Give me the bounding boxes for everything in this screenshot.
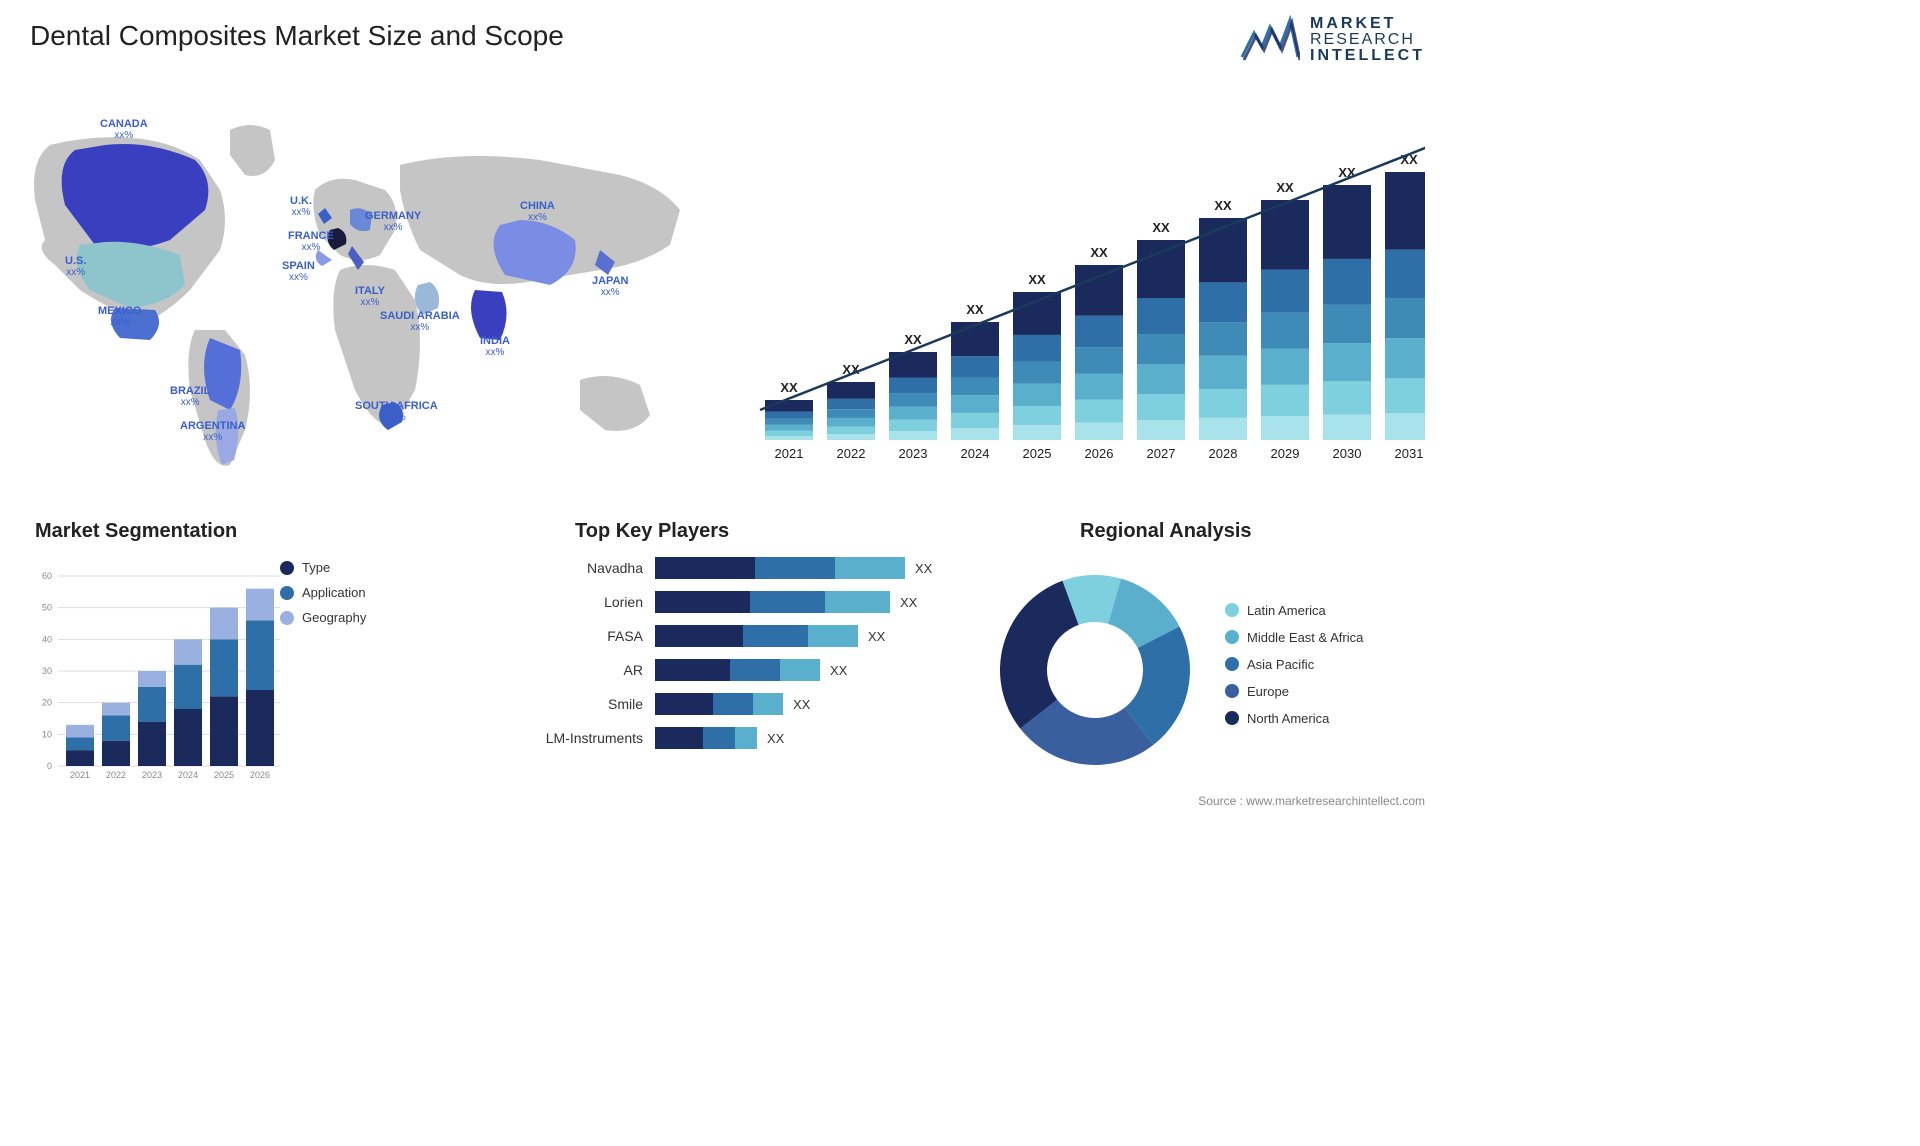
svg-text:50: 50 (42, 603, 52, 613)
svg-text:2031: 2031 (1395, 446, 1424, 461)
map-label-saudiarabia: SAUDI ARABIAxx% (380, 310, 460, 333)
svg-text:2027: 2027 (1147, 446, 1176, 461)
world-map: CANADAxx% U.S.xx% MEXICOxx% BRAZILxx% ARGENT… (20, 90, 700, 490)
map-label-germany: GERMANYxx% (365, 210, 421, 233)
region-legend-europe: Europe (1225, 684, 1363, 699)
player-row-fasa: FASA XX (540, 623, 960, 649)
player-name: Smile (540, 696, 655, 712)
svg-text:60: 60 (42, 571, 52, 581)
svg-text:2021: 2021 (775, 446, 804, 461)
svg-text:10: 10 (42, 729, 52, 739)
brand-logo: MARKET RESEARCH INTELLECT (1240, 15, 1425, 65)
map-label-southafrica: SOUTH AFRICAxx% (355, 400, 438, 423)
player-value: XX (830, 663, 847, 678)
region-legend-middleeastafrica: Middle East & Africa (1225, 630, 1363, 645)
player-name: AR (540, 662, 655, 678)
player-row-lorien: Lorien XX (540, 589, 960, 615)
svg-text:2026: 2026 (1085, 446, 1114, 461)
svg-text:2023: 2023 (142, 770, 162, 780)
logo-line3: INTELLECT (1310, 48, 1425, 64)
svg-text:2030: 2030 (1333, 446, 1362, 461)
player-bar (655, 693, 783, 715)
region-legend-latinamerica: Latin America (1225, 603, 1363, 618)
logo-line1: MARKET (1310, 16, 1425, 32)
svg-text:0: 0 (47, 761, 52, 771)
map-label-argentina: ARGENTINAxx% (180, 420, 245, 443)
svg-text:XX: XX (1276, 180, 1294, 195)
players-chart: NavadhaXXLorienXXFASAXXARXXSmileXXLM-Ins… (540, 555, 960, 805)
seg-legend-geography: Geography (280, 610, 366, 625)
svg-text:XX: XX (780, 380, 798, 395)
player-value: XX (868, 629, 885, 644)
map-label-uk: U.K.xx% (290, 195, 312, 218)
growth-chart: XX 2021 XX 2022 XX 2023 XX 2024 XX 2025 XX 2026 XX 20… (745, 95, 1425, 475)
segmentation-legend: Type Application Geography (280, 560, 366, 635)
player-value: XX (900, 595, 917, 610)
player-name: LM-Instruments (540, 730, 655, 746)
player-row-navadha: Navadha XX (540, 555, 960, 581)
svg-text:2022: 2022 (837, 446, 866, 461)
regional-title: Regional Analysis (1080, 520, 1252, 543)
svg-text:2029: 2029 (1271, 446, 1300, 461)
svg-text:2026: 2026 (250, 770, 270, 780)
svg-text:30: 30 (42, 666, 52, 676)
player-row-lminstruments: LM-Instruments XX (540, 725, 960, 751)
player-bar (655, 557, 905, 579)
svg-text:2028: 2028 (1209, 446, 1238, 461)
player-value: XX (793, 697, 810, 712)
map-label-brazil: BRAZILxx% (170, 385, 210, 408)
player-bar (655, 591, 890, 613)
source-text: Source : www.marketresearchintellect.com (1198, 794, 1425, 808)
svg-text:40: 40 (42, 634, 52, 644)
player-row-smile: Smile XX (540, 691, 960, 717)
svg-text:2021: 2021 (70, 770, 90, 780)
logo-icon (1240, 15, 1300, 65)
map-label-spain: SPAINxx% (282, 260, 315, 283)
svg-text:2025: 2025 (214, 770, 234, 780)
player-bar (655, 625, 858, 647)
map-label-france: FRANCExx% (288, 230, 334, 253)
regional-legend: Latin America Middle East & Africa Asia Pa… (1225, 603, 1363, 738)
svg-text:XX: XX (1090, 245, 1108, 260)
page-title: Dental Composites Market Size and Scope (30, 20, 564, 52)
player-name: Lorien (540, 594, 655, 610)
svg-text:20: 20 (42, 698, 52, 708)
map-label-us: U.S.xx% (65, 255, 86, 278)
player-name: FASA (540, 628, 655, 644)
map-label-mexico: MEXICOxx% (98, 305, 141, 328)
player-row-ar: AR XX (540, 657, 960, 683)
player-name: Navadha (540, 560, 655, 576)
player-bar (655, 659, 820, 681)
player-value: XX (915, 561, 932, 576)
players-title: Top Key Players (575, 520, 729, 543)
seg-legend-type: Type (280, 560, 366, 575)
segmentation-title: Market Segmentation (35, 520, 237, 543)
svg-text:2022: 2022 (106, 770, 126, 780)
map-label-india: INDIAxx% (480, 335, 510, 358)
map-label-italy: ITALYxx% (355, 285, 385, 308)
svg-text:XX: XX (1152, 220, 1170, 235)
svg-text:2025: 2025 (1023, 446, 1052, 461)
map-label-canada: CANADAxx% (100, 118, 148, 141)
svg-text:2023: 2023 (899, 446, 928, 461)
svg-text:2024: 2024 (961, 446, 990, 461)
svg-text:XX: XX (966, 302, 984, 317)
map-label-china: CHINAxx% (520, 200, 555, 223)
regional-chart: Latin America Middle East & Africa Asia Pa… (995, 545, 1425, 795)
player-bar (655, 727, 757, 749)
map-label-japan: JAPANxx% (592, 275, 628, 298)
svg-text:XX: XX (1028, 272, 1046, 287)
svg-text:XX: XX (1214, 198, 1232, 213)
region-legend-asiapacific: Asia Pacific (1225, 657, 1363, 672)
player-value: XX (767, 731, 784, 746)
svg-text:2024: 2024 (178, 770, 198, 780)
region-legend-northamerica: North America (1225, 711, 1363, 726)
seg-legend-application: Application (280, 585, 366, 600)
svg-text:XX: XX (904, 332, 922, 347)
logo-line2: RESEARCH (1310, 32, 1425, 48)
